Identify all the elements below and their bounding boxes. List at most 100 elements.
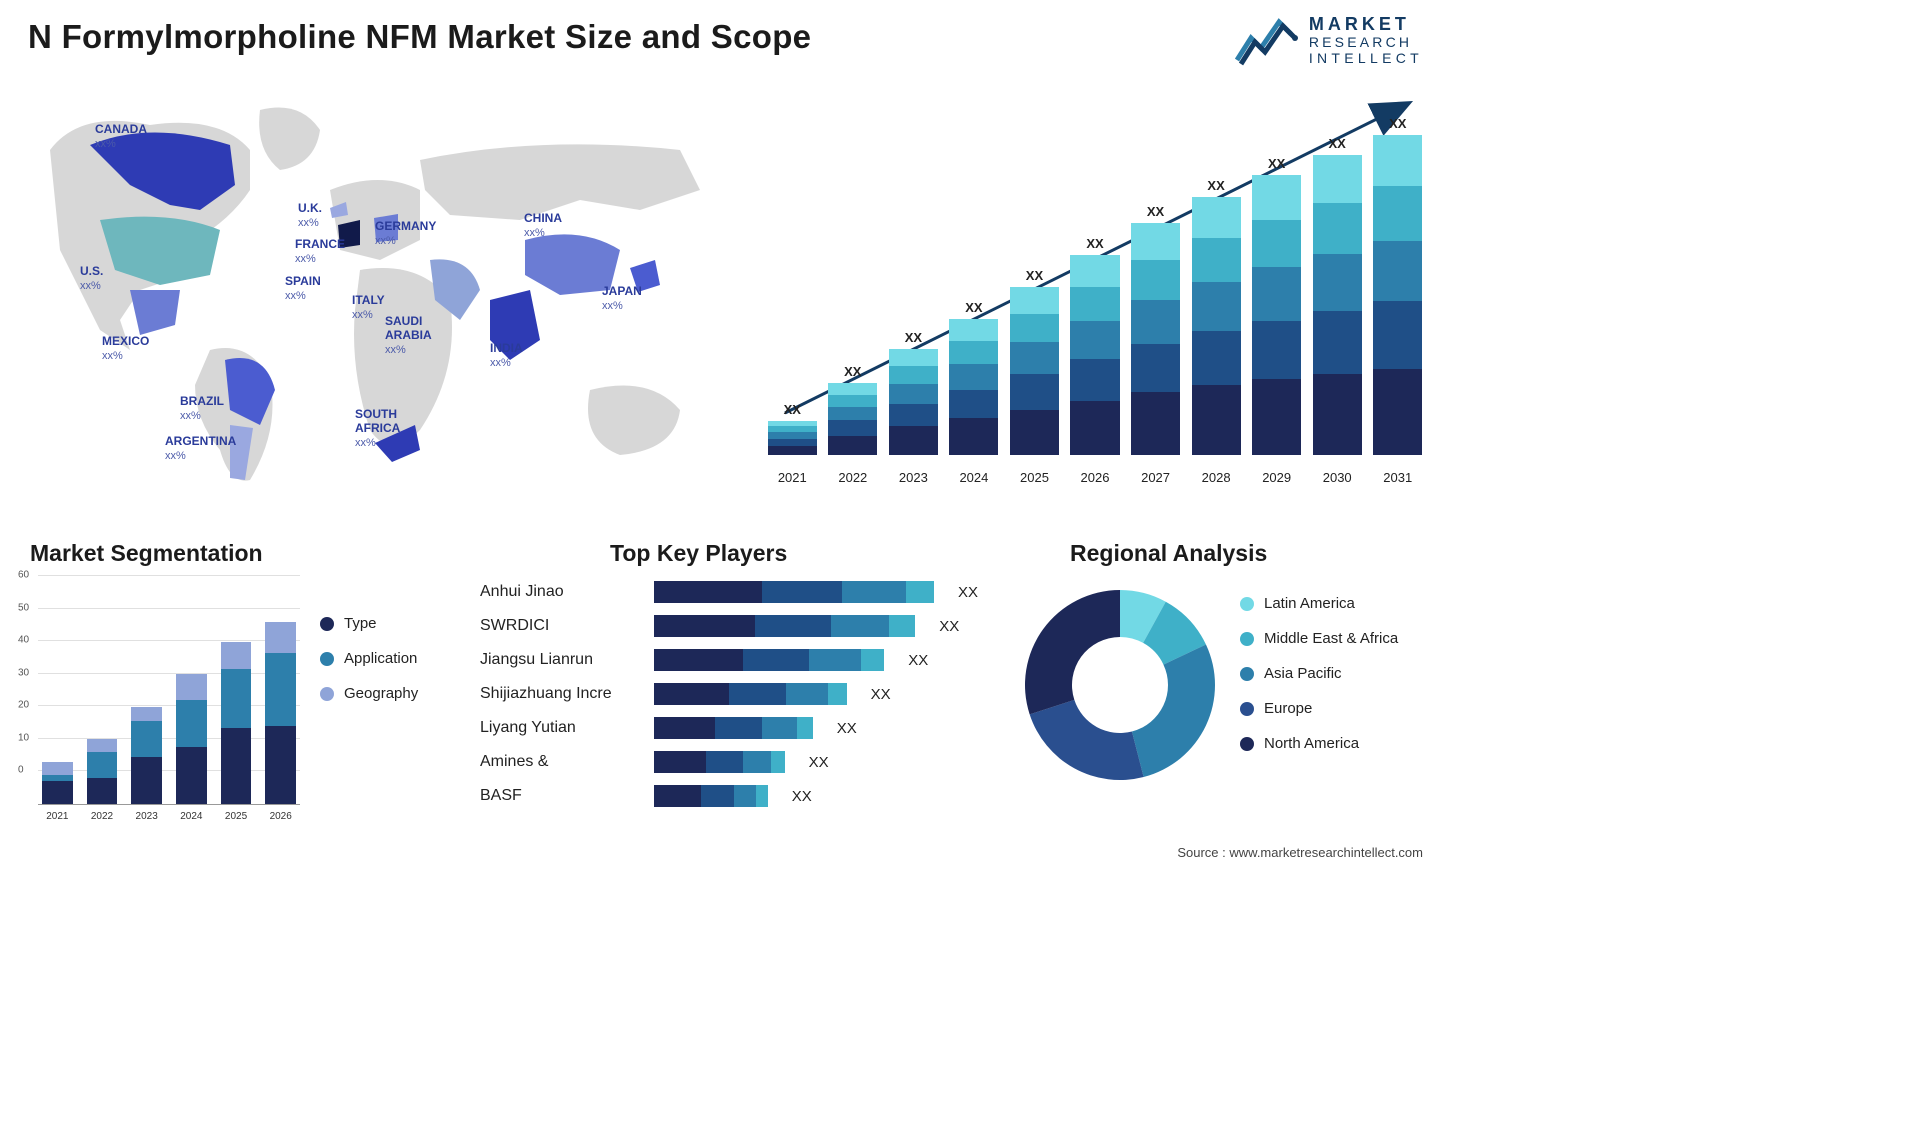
bar-label: XX [844,364,861,379]
year-label: 2026 [261,811,300,822]
player-bar [654,751,785,773]
year-label: 2027 [1128,470,1183,485]
bar-label: XX [905,330,922,345]
players-title: Top Key Players [610,540,787,567]
player-name: Jiangsu Lianrun [480,651,640,669]
bar-label: XX [1268,156,1285,171]
player-name: Anhui Jinao [480,583,640,601]
map-label-mexico: MEXICOxx% [102,335,149,363]
bar-label: XX [1026,268,1043,283]
market-size-bar [1373,135,1422,455]
map-label-india: INDIAxx% [490,342,523,370]
bar-label: XX [784,402,801,417]
map-mexico [130,290,180,335]
player-row: BASFXX [480,779,980,813]
segmentation-bar [42,762,73,804]
market-size-bar [768,421,817,455]
player-name: Amines & [480,753,640,771]
player-value: XX [792,788,812,805]
player-row: SWRDICI XX [480,609,980,643]
map-label-argentina: ARGENTINAxx% [165,435,236,463]
market-size-bar [1070,255,1119,455]
player-bar [654,649,884,671]
map-label-southafrica: SOUTHAFRICAxx% [355,408,400,449]
market-size-bar [889,349,938,455]
player-row: Liyang Yutian XX [480,711,980,745]
world-map: CANADAxx%U.S.xx%MEXICOxx%BRAZILxx%ARGENT… [20,90,720,490]
map-label-italy: ITALYxx% [352,294,385,322]
player-value: XX [837,720,857,737]
year-label: 2029 [1249,470,1304,485]
legend-item: Application [320,650,418,667]
y-tick: 0 [18,765,24,776]
player-value: XX [908,652,928,669]
player-row: Amines & XX [480,745,980,779]
market-size-bar [1131,223,1180,455]
map-label-us: U.S.xx% [80,265,103,293]
year-label: 2031 [1370,470,1425,485]
player-name: Liyang Yutian [480,719,640,737]
regional-analysis: Latin AmericaMiddle East & AfricaAsia Pa… [1000,575,1430,840]
player-bar [654,683,847,705]
market-size-bar [828,383,877,455]
y-tick: 60 [18,570,29,581]
logo-icon [1235,14,1299,66]
map-label-spain: SPAINxx% [285,275,321,303]
map-label-germany: GERMANYxx% [375,220,436,248]
year-label: 2021 [38,811,77,822]
segmentation-legend: TypeApplicationGeography [320,615,418,702]
y-tick: 20 [18,700,29,711]
player-bar [654,615,915,637]
logo-line3: INTELLECT [1309,51,1423,65]
map-label-saudiarabia: SAUDIARABIAxx% [385,315,432,356]
player-name: Shijiazhuang Incre [480,685,640,703]
year-label: 2028 [1189,470,1244,485]
bar-label: XX [1147,204,1164,219]
segmentation-bar [176,674,207,804]
bar-label: XX [1086,236,1103,251]
player-value: XX [939,618,959,635]
market-size-bar [949,319,998,455]
player-value: XX [809,754,829,771]
segmentation-bar [131,707,162,805]
bar-label: XX [965,300,982,315]
map-label-brazil: BRAZILxx% [180,395,224,423]
player-value: XX [958,584,978,601]
year-label: 2023 [886,470,941,485]
year-label: 2026 [1068,470,1123,485]
logo-line2: RESEARCH [1309,35,1423,49]
year-label: 2024 [172,811,211,822]
year-label: 2023 [127,811,166,822]
player-name: SWRDICI [480,617,640,635]
player-value: XX [871,686,891,703]
legend-item: Asia Pacific [1240,665,1398,682]
player-bar [654,581,934,603]
market-size-bar [1252,175,1301,455]
market-size-chart: XXXXXXXXXXXXXXXXXXXXXX 20212022202320242… [765,95,1425,485]
segmentation-bar [221,642,252,805]
page-title: N Formylmorpholine NFM Market Size and S… [28,18,811,56]
market-size-bar [1010,287,1059,455]
legend-item: Geography [320,685,418,702]
segmentation-bar [87,739,118,804]
map-label-uk: U.K.xx% [298,202,322,230]
segmentation-title: Market Segmentation [30,540,263,567]
legend-item: Europe [1240,700,1398,717]
bar-label: XX [1389,116,1406,131]
donut-slice [1132,645,1215,777]
year-label: 2025 [217,811,256,822]
y-tick: 50 [18,602,29,613]
key-players-chart: Anhui JinaoXXSWRDICIXXJiangsu LianrunXXS… [480,575,980,840]
regional-donut [1020,585,1220,785]
legend-item: Middle East & Africa [1240,630,1398,647]
map-label-china: CHINAxx% [524,212,562,240]
player-row: Jiangsu Lianrun XX [480,643,980,677]
bar-label: XX [1207,178,1224,193]
regional-legend: Latin AmericaMiddle East & AfricaAsia Pa… [1240,595,1398,752]
year-label: 2025 [1007,470,1062,485]
donut-slice [1025,590,1120,714]
donut-slice [1030,700,1144,780]
legend-item: North America [1240,735,1398,752]
regional-title: Regional Analysis [1070,540,1267,567]
year-label: 2030 [1310,470,1365,485]
